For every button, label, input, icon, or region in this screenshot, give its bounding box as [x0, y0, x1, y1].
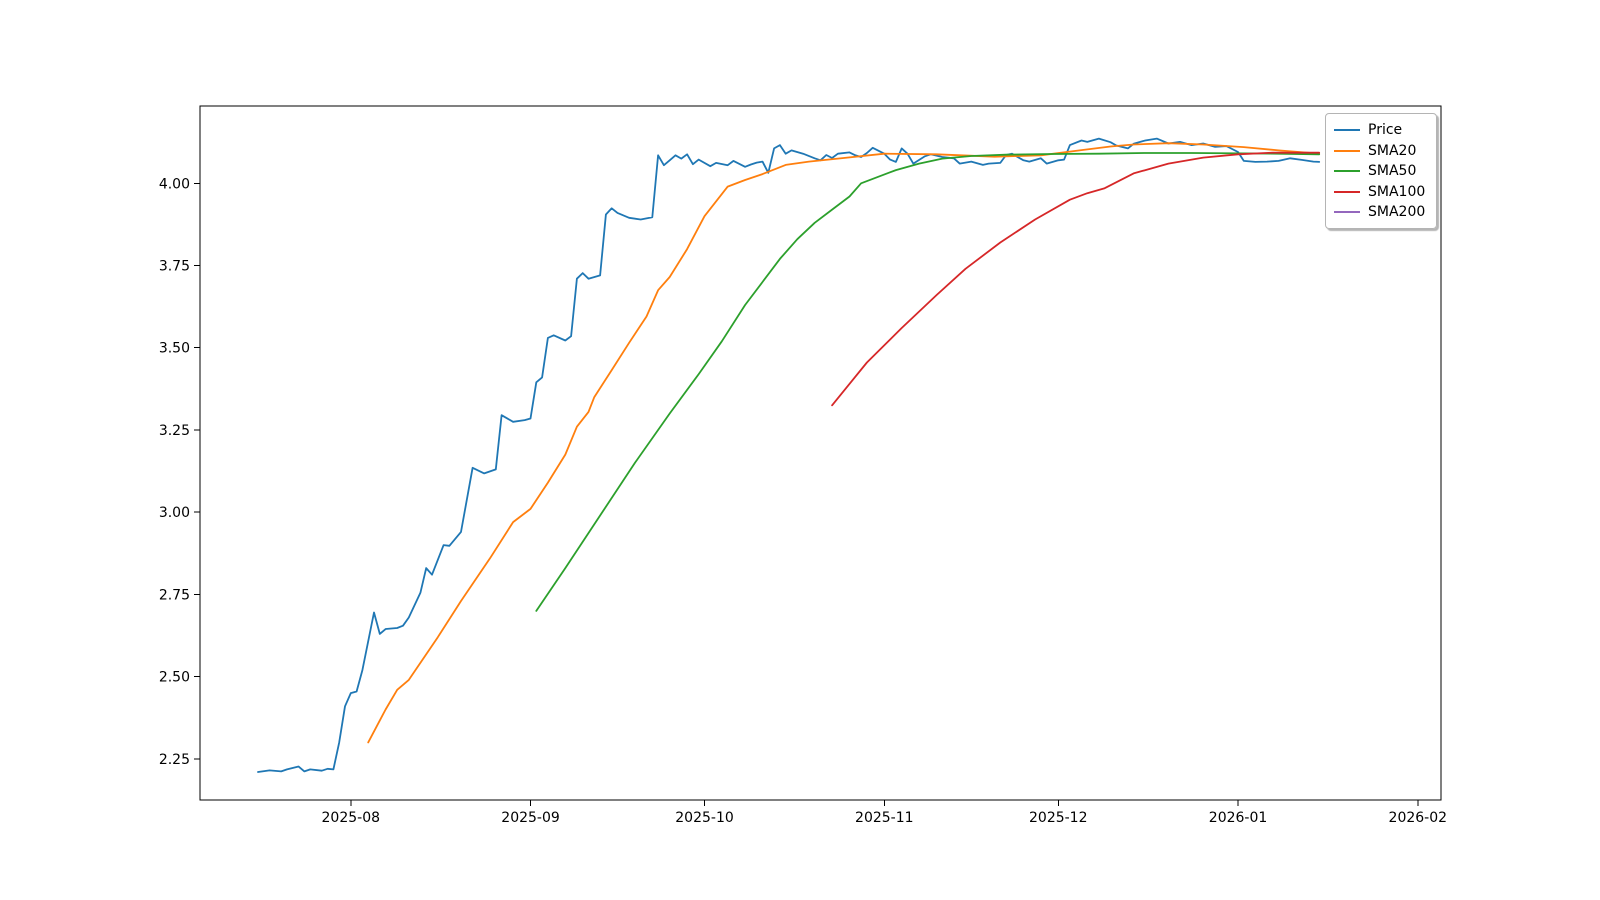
y-tick-label: 2.50 [159, 670, 190, 686]
y-tick-label: 3.75 [159, 259, 190, 275]
y-tick-label: 3.00 [159, 505, 190, 521]
y-tick-label: 3.25 [159, 423, 190, 439]
legend-entry-sma50: SMA50 [1334, 161, 1427, 182]
legend-entry-sma200: SMA200 [1334, 202, 1427, 223]
x-tick-label: 2025-11 [855, 810, 914, 826]
y-tick-label: 2.25 [159, 752, 190, 768]
y-tick-label: 2.75 [159, 587, 190, 603]
x-tick-label: 2025-12 [1029, 810, 1088, 826]
legend-entry-sma20: SMA20 [1334, 141, 1427, 162]
y-tick-label: 4.00 [159, 176, 190, 192]
legend-line-swatch [1334, 149, 1360, 152]
series-line-sma100 [831, 151, 1321, 407]
legend-line-swatch [1334, 129, 1360, 132]
y-tick-label: 3.50 [159, 341, 190, 357]
legend-label: SMA100 [1368, 183, 1426, 200]
x-tick-label: 2026-01 [1209, 810, 1268, 826]
legend-label: SMA200 [1368, 204, 1426, 221]
axes-box [199, 105, 1442, 801]
x-tick-label: 2025-10 [675, 810, 734, 826]
legend-entry-sma100: SMA100 [1334, 182, 1427, 203]
legend-label: SMA50 [1368, 163, 1417, 180]
series-line-sma50 [535, 152, 1321, 612]
x-tick-label: 2025-08 [322, 810, 381, 826]
legend-line-swatch [1334, 211, 1360, 214]
legend-entry-price: Price [1334, 120, 1427, 141]
legend-line-swatch [1334, 190, 1360, 193]
series-line-sma20 [367, 142, 1321, 744]
x-tick-label: 2025-09 [501, 810, 560, 826]
x-tick-label: 2026-02 [1389, 810, 1448, 826]
series-line-price [257, 137, 1321, 773]
legend: Price SMA20 SMA50 SMA100 SMA200 [1325, 113, 1437, 229]
legend-label: SMA20 [1368, 142, 1417, 159]
legend-label: Price [1368, 122, 1403, 139]
legend-line-swatch [1334, 170, 1360, 173]
